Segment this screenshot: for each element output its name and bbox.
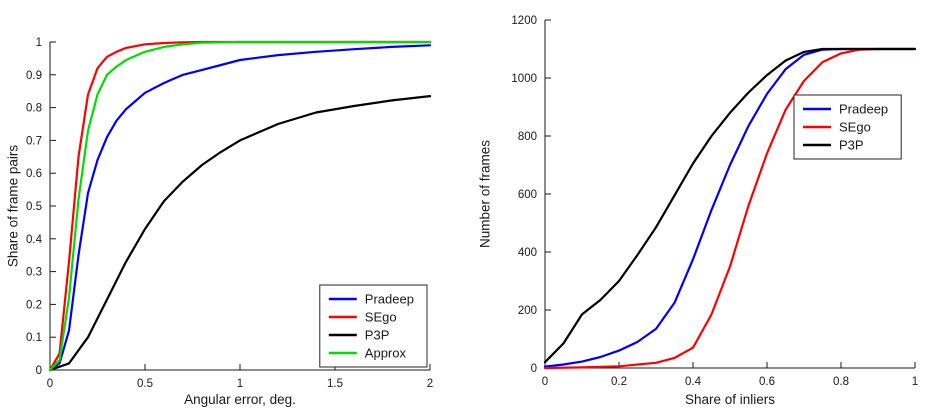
y-tick-label: 0.8 <box>26 103 42 115</box>
y-tick-label: 0.6 <box>26 168 42 180</box>
y-tick-label: 0.7 <box>26 135 42 147</box>
x-tick-label: 2 <box>427 378 433 390</box>
series-line-pradeep <box>48 44 432 372</box>
x-tick-label: 0.5 <box>137 378 153 390</box>
x-tick-label: 0 <box>47 378 53 390</box>
x-tick-label: 0.8 <box>833 376 849 388</box>
x-tick-label: 1 <box>912 376 918 388</box>
y-tick-label: 0 <box>36 365 42 377</box>
series-line-p3p <box>543 47 917 364</box>
chart-angular-error: 0 0.5 1 1.5 2 0 0.1 0.2 0.3 0.4 0.5 0.6 0.7 0.8 0.9 1 Pr… <box>5 37 434 407</box>
legend-label-p3p: P3P <box>365 328 390 343</box>
y-axis-label: Number of frames <box>477 139 493 249</box>
y-tick-label: 0.5 <box>26 201 42 213</box>
y-tick-label: 800 <box>518 131 537 143</box>
legend-label-p3p: P3P <box>839 138 864 153</box>
chart-share-of-inliers: 0 0.2 0.4 0.6 0.8 1 0 200 400 600 800 1000 1200 Prade… <box>470 0 939 416</box>
y-tick-label: 0.3 <box>26 267 42 279</box>
x-tick-label: 0.4 <box>685 376 702 388</box>
legend-label-pradeep: Pradeep <box>839 102 888 117</box>
y-tick-label: 1 <box>36 37 42 49</box>
chart-share-of-inliers-plot: 0 0.2 0.4 0.6 0.8 1 0 200 400 600 800 1000 1200 Prade… <box>511 15 918 388</box>
series-line-p3p <box>48 94 432 372</box>
y-tick-label: 1000 <box>511 73 537 85</box>
chart-angular-error-plot: 0 0.5 1 1.5 2 0 0.1 0.2 0.3 0.4 0.5 0.6 0.7 0.8 0.9 1 Pr… <box>26 37 433 390</box>
y-tick-label: 0 <box>531 363 537 375</box>
series-line-approx <box>48 40 432 372</box>
x-axis-label: Share of inliers <box>684 392 776 407</box>
legend: Pradeep SEgo P3P <box>793 94 902 160</box>
y-tick-label: 0.1 <box>26 332 42 344</box>
y-tick-label: 600 <box>518 189 537 201</box>
y-tick-label: 0.4 <box>26 234 43 246</box>
legend-label-pradeep: Pradeep <box>365 292 414 307</box>
x-axis-label: Angular error, deg. <box>184 392 296 407</box>
y-tick-label: 1200 <box>511 15 537 27</box>
y-axis-label: Share of frame pairs <box>5 144 21 268</box>
legend-label-sego: SEgo <box>365 310 397 325</box>
x-tick-label: 0 <box>542 376 548 388</box>
x-tick-label: 1.5 <box>327 378 343 390</box>
y-tick-label: 200 <box>518 305 537 317</box>
legend-label-approx: Approx <box>365 346 407 361</box>
x-tick-label: 0.6 <box>759 376 775 388</box>
legend-label-sego: SEgo <box>839 120 871 135</box>
axes: 0 0.2 0.4 0.6 0.8 1 0 200 400 600 800 1000 1200 <box>511 15 918 388</box>
series-line-sego <box>543 47 917 370</box>
x-tick-label: 1 <box>237 378 243 390</box>
axes: 0 0.5 1 1.5 2 0 0.1 0.2 0.3 0.4 0.5 0.6 0.7 0.8 0.9 1 <box>26 37 433 390</box>
y-tick-label: 400 <box>518 247 537 259</box>
y-tick-label: 0.2 <box>26 299 42 311</box>
x-tick-label: 0.2 <box>611 376 627 388</box>
legend: Pradeep SEgo P3P Approx <box>319 284 428 368</box>
y-tick-label: 0.9 <box>26 70 42 82</box>
